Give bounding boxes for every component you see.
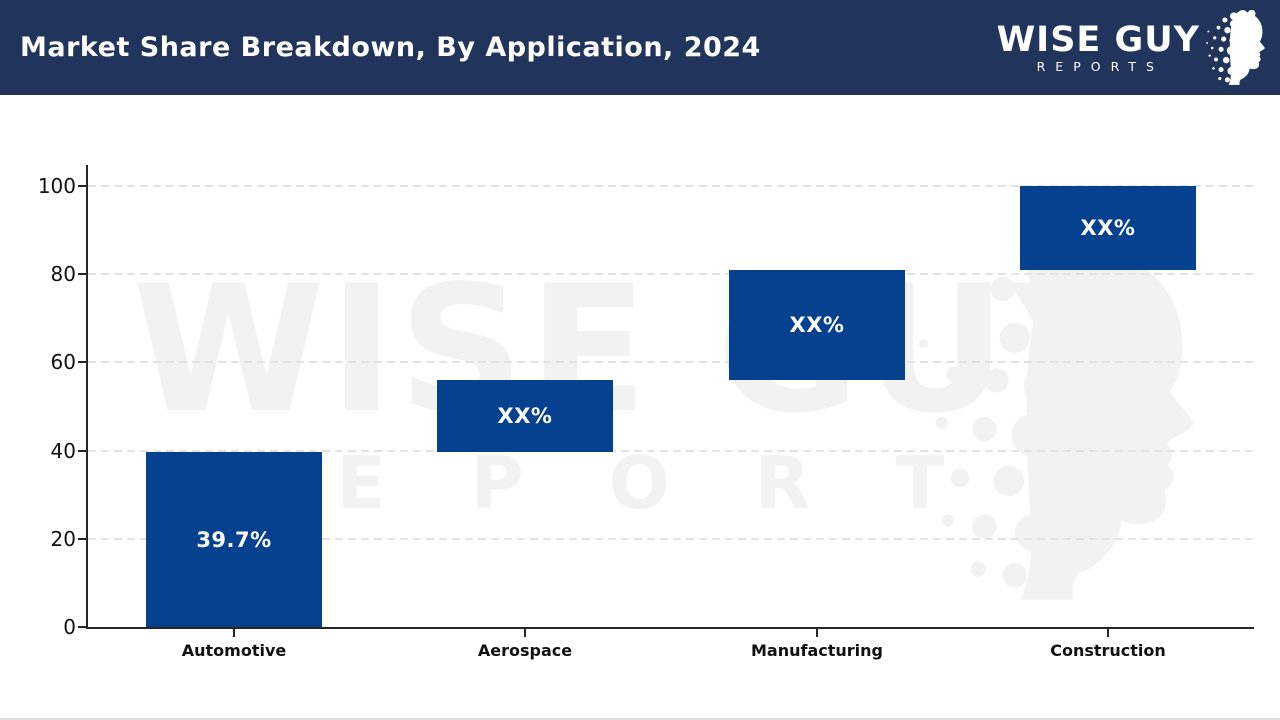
y-tick-mark [78, 273, 86, 275]
category-label-automotive: Automotive [181, 641, 287, 660]
bar-value-label: 39.7% [196, 527, 272, 552]
x-tick-mark [1107, 629, 1109, 637]
watermark-head-icon [893, 223, 1228, 623]
bar-manufacturing: XX% [729, 270, 905, 380]
category-label-aerospace: Aerospace [477, 641, 573, 660]
page-title: Market Share Breakdown, By Application, … [20, 32, 761, 63]
watermark-wordmark: WISE GUY [132, 249, 1142, 452]
bar-aerospace: XX% [437, 380, 613, 452]
x-tick-mark [524, 629, 526, 637]
x-tick-mark [816, 629, 818, 637]
y-tick-mark [78, 450, 86, 452]
gridline-y20 [88, 538, 1254, 540]
header-bar: Market Share Breakdown, By Application, … [0, 0, 1280, 95]
bar-construction: XX% [1020, 186, 1196, 270]
y-tick-label: 20 [50, 527, 76, 551]
brand-wordmark: WISE GUY REPORTS [996, 19, 1200, 74]
category-label-construction: Construction [1050, 641, 1166, 660]
y-tick-label: 60 [50, 350, 76, 374]
gridline-y60 [88, 361, 1254, 363]
y-tick-mark [78, 361, 86, 363]
y-tick-label: 80 [50, 262, 76, 286]
brand-name-text: WISE GUY [996, 19, 1200, 60]
y-tick-label: 40 [50, 439, 76, 463]
gridline-y100 [88, 185, 1254, 187]
y-tick-mark [78, 185, 86, 187]
brand-subtitle-text: REPORTS [1036, 58, 1164, 74]
y-tick-label: 0 [63, 615, 76, 639]
chart-area: WISE GUY R E P O R T S 0 20 40 60 80 100 39.7%… [0, 95, 1280, 718]
category-label-manufacturing: Manufacturing [751, 641, 883, 660]
x-axis-line [86, 627, 1254, 629]
wiseguy-head-icon [1202, 7, 1272, 89]
gridline-y40 [88, 450, 1254, 452]
bar-value-label: XX% [497, 404, 553, 428]
x-tick-mark [233, 629, 235, 637]
bar-value-label: XX% [1080, 216, 1136, 240]
y-tick-mark [78, 626, 86, 628]
y-tick-mark [78, 538, 86, 540]
brand-logo: WISE GUY REPORTS [997, 4, 1272, 92]
bar-value-label: XX% [789, 313, 845, 337]
gridline-y80 [88, 273, 1254, 275]
y-tick-label: 100 [37, 174, 76, 198]
bar-automotive: 39.7% [146, 452, 322, 627]
y-axis-line [86, 165, 88, 629]
